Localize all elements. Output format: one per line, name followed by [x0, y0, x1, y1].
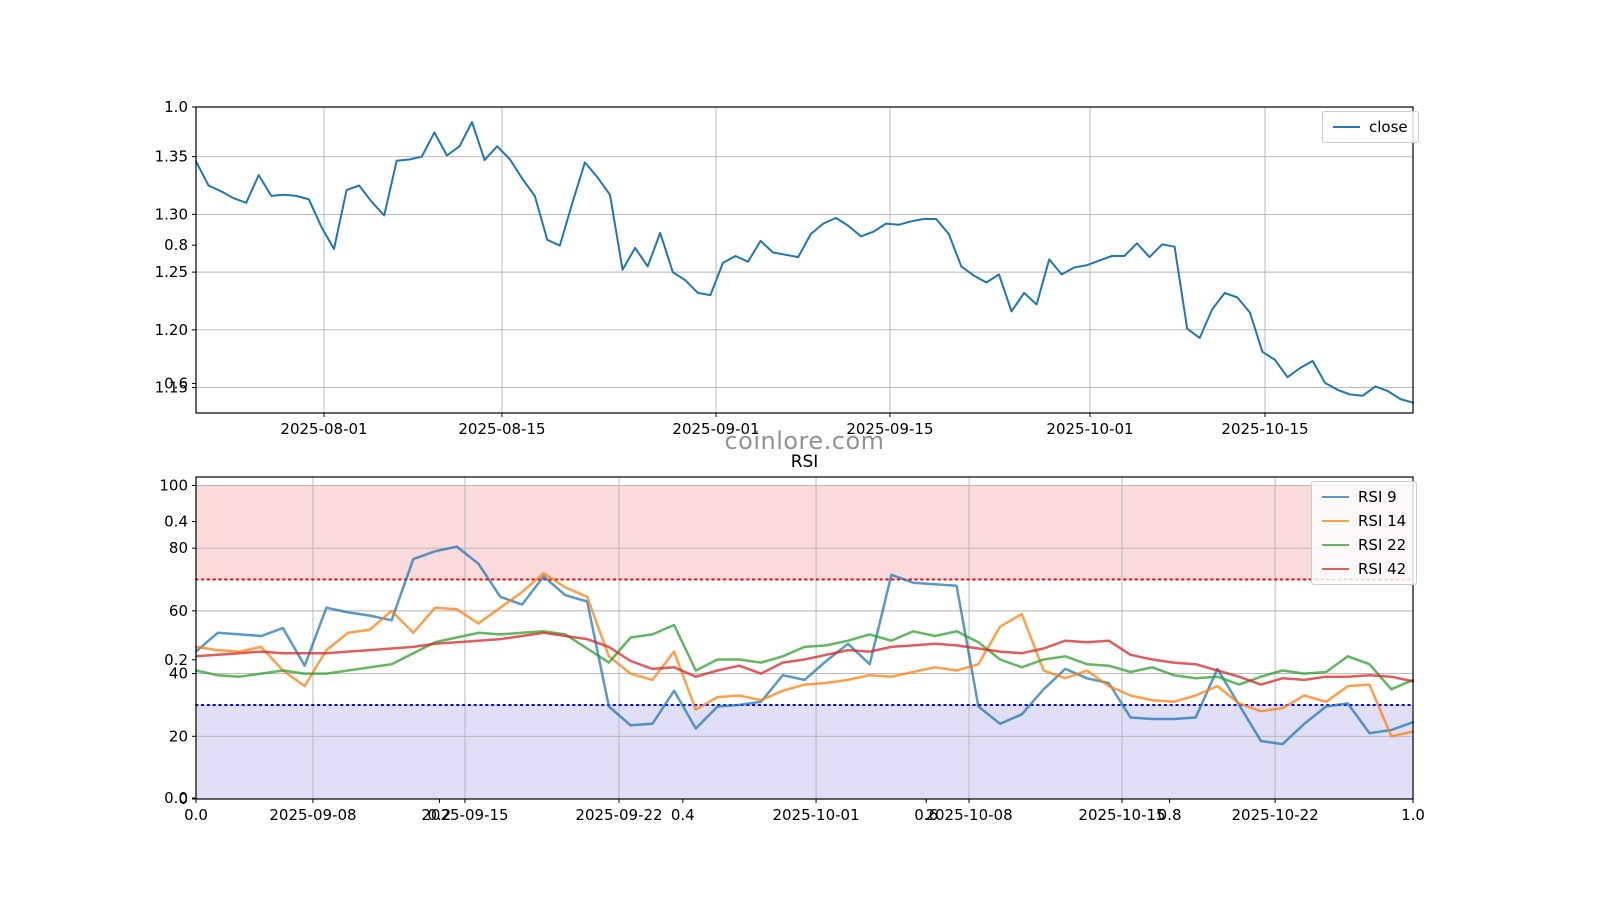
series-line-rsi-22 [194, 623, 1415, 691]
y-tick-label: 1.30 [155, 205, 188, 223]
legend-label: RSI 42 [1358, 560, 1407, 578]
legend-row-rsi-14: RSI 14 [1322, 512, 1406, 530]
x-tick-label: 2025-10-08 [925, 806, 1012, 824]
x-tick-label: 0.8 [1158, 806, 1182, 824]
x-tick-label: 0.0 [184, 806, 208, 824]
x-tick-label: 0.2 [427, 806, 451, 824]
y-tick-label: 20 [169, 727, 188, 745]
legend-label: close [1369, 118, 1408, 136]
y-tick-label-overlay: 0.4 [164, 513, 188, 531]
x-tick-label: 2025-08-15 [458, 420, 545, 438]
y-tick-label-overlay: 1.0 [164, 98, 188, 116]
x-tick-label: 1.0 [1401, 806, 1425, 824]
legend-line-icon [1322, 520, 1349, 522]
legend-line-icon [1322, 568, 1349, 570]
y-tick-label: 60 [169, 602, 188, 620]
x-tick-label: 2025-08-01 [280, 420, 367, 438]
x-tick-label: 2025-10-01 [1046, 420, 1133, 438]
y-tick-label: 40 [169, 665, 188, 683]
y-tick-label-overlay: 0.6 [164, 374, 188, 392]
series-line-rsi-42 [194, 631, 1415, 686]
band-0 [196, 485, 1413, 580]
legend-row-rsi-9: RSI 9 [1322, 488, 1406, 506]
legend-line-icon [1333, 126, 1360, 128]
x-tick-label: 2025-09-15 [846, 420, 933, 438]
series-line-rsi-9 [194, 545, 1415, 746]
x-tick-label: 2025-10-01 [772, 806, 859, 824]
y-tick-label: 1.25 [155, 263, 188, 281]
x-tick-label: 2025-09-22 [575, 806, 662, 824]
axes-spine [195, 106, 1414, 414]
legend-row-rsi-42: RSI 42 [1322, 560, 1406, 578]
legend-line-icon [1322, 544, 1349, 546]
axes-spine [195, 476, 1414, 800]
x-tick-label: 2025-09-01 [672, 420, 759, 438]
legend-line-icon [1322, 496, 1349, 498]
legend-label: RSI 14 [1358, 512, 1407, 530]
y-tick-label: 1.20 [155, 321, 188, 339]
y-tick-label-overlay: 0.2 [164, 651, 188, 669]
x-tick-label: 2025-10-15 [1078, 806, 1165, 824]
legend-row-close: close [1333, 118, 1408, 136]
y-tick-label-overlay: 0.8 [164, 236, 188, 254]
x-tick-label: 0.6 [914, 806, 938, 824]
legend-rsi: RSI 9 RSI 14 RSI 22 RSI 42 [1311, 481, 1418, 585]
x-tick-label: 2025-09-15 [421, 806, 508, 824]
y-tick-label-overlay: 0.0 [164, 789, 188, 807]
y-tick-label: 0 [178, 790, 188, 808]
legend-label: RSI 9 [1358, 488, 1397, 506]
legend-label: RSI 22 [1358, 536, 1407, 554]
y-tick-label: 80 [169, 539, 188, 557]
y-tick-label: 1.35 [155, 148, 188, 166]
x-tick-label: 2025-10-15 [1221, 420, 1308, 438]
legend-close: close [1322, 111, 1419, 143]
legend-row-rsi-22: RSI 22 [1322, 536, 1406, 554]
watermark: coinlore.com [724, 427, 885, 455]
y-tick-label: 100 [159, 476, 188, 494]
rsi-chart-title: RSI [790, 452, 819, 472]
y-tick-label: 1.15 [155, 379, 188, 397]
series-line-close [195, 121, 1414, 404]
series-line-rsi-14 [194, 572, 1415, 738]
band-1 [196, 704, 1413, 799]
x-tick-label: 2025-10-22 [1232, 806, 1319, 824]
x-tick-label: 0.4 [671, 806, 695, 824]
x-tick-label: 2025-09-08 [269, 806, 356, 824]
